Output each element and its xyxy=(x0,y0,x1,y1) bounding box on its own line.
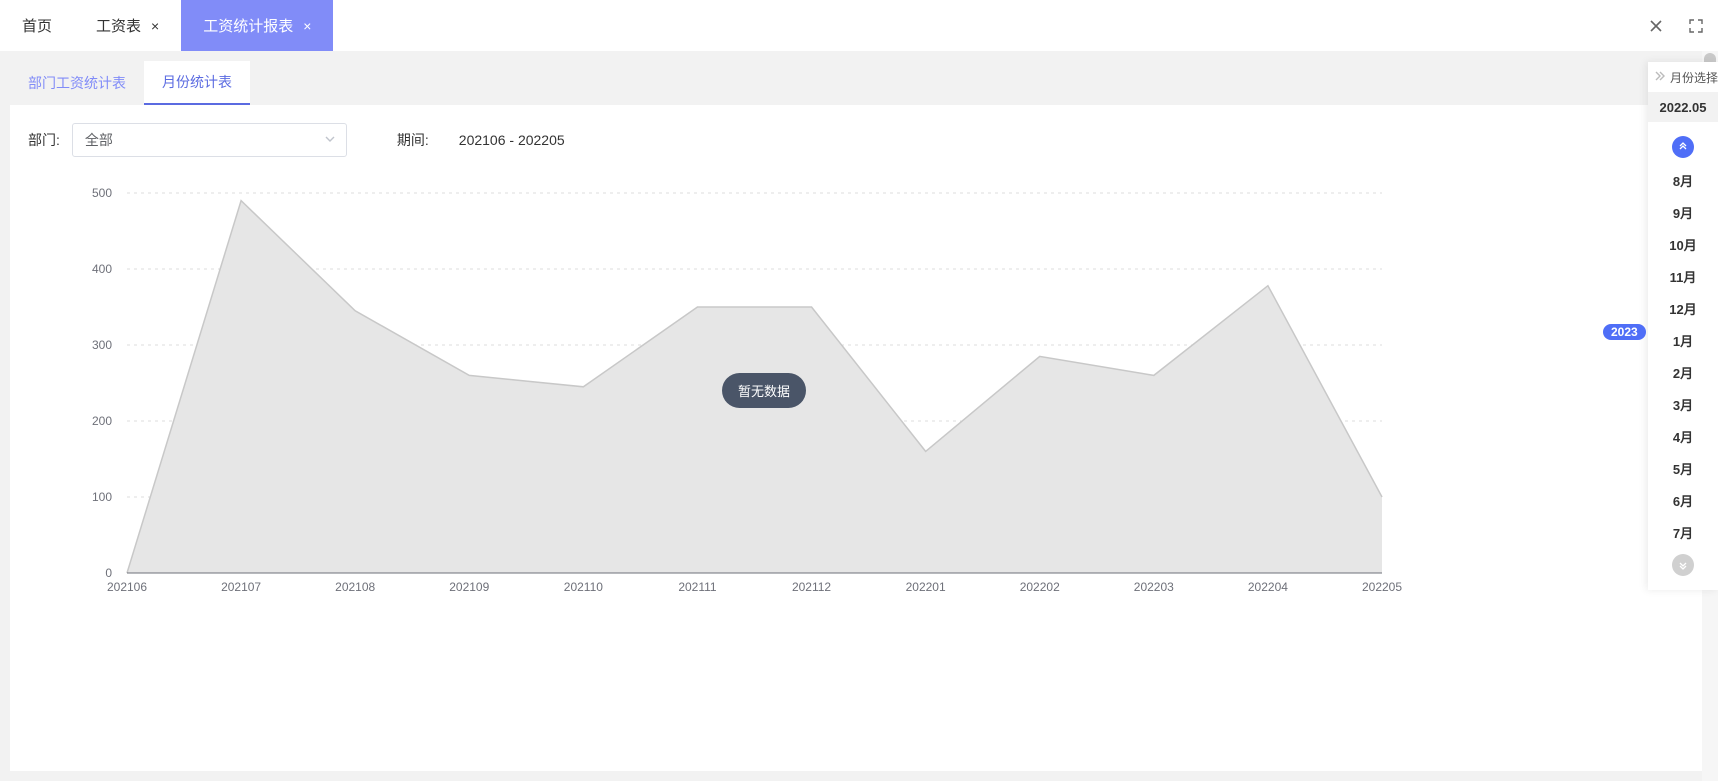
dept-filter-label: 部门: xyxy=(28,130,60,150)
tab-salary-stats[interactable]: 工资统计报表 × xyxy=(181,0,333,51)
top-right-actions xyxy=(1646,0,1706,51)
chevron-down-icon xyxy=(324,132,336,148)
monthly-area-chart: 0 100 200 300 400 500 202106 202107 202108 202109… xyxy=(22,173,1696,613)
svg-text:0: 0 xyxy=(105,566,112,580)
month-selector-panel: 月份选择 2022.05 8月9月10月11月12月20231月2月3月4月5月… xyxy=(1648,62,1718,590)
month-item[interactable]: 9月 xyxy=(1648,196,1718,228)
svg-text:202204: 202204 xyxy=(1248,580,1288,594)
tab-salary[interactable]: 工资表 × xyxy=(74,0,181,51)
sub-tab-label: 月份统计表 xyxy=(162,72,232,92)
tab-home[interactable]: 首页 xyxy=(0,0,74,51)
close-page-icon[interactable] xyxy=(1646,16,1666,36)
period-label: 期间: xyxy=(397,130,429,150)
svg-text:202107: 202107 xyxy=(221,580,261,594)
sub-tab-month-stats[interactable]: 月份统计表 xyxy=(144,61,250,105)
svg-text:300: 300 xyxy=(92,338,112,352)
month-panel-title: 月份选择 xyxy=(1670,69,1718,86)
month-item[interactable]: 1月 xyxy=(1648,324,1718,356)
svg-text:202112: 202112 xyxy=(792,580,831,594)
scroll-down-button[interactable] xyxy=(1672,554,1694,576)
svg-text:202203: 202203 xyxy=(1134,580,1174,594)
svg-text:202205: 202205 xyxy=(1362,580,1402,594)
svg-text:202110: 202110 xyxy=(564,580,603,594)
close-icon[interactable]: × xyxy=(151,18,159,34)
collapse-icon xyxy=(1652,69,1666,86)
sub-tab-label: 部门工资统计表 xyxy=(28,73,126,93)
svg-text:202106: 202106 xyxy=(107,580,147,594)
month-scroll-list: 8月9月10月11月12月20231月2月3月4月5月6月7月 xyxy=(1648,122,1718,590)
month-item[interactable]: 10月 xyxy=(1648,228,1718,260)
sub-tab-dept-stats[interactable]: 部门工资统计表 xyxy=(10,61,144,105)
svg-text:202111: 202111 xyxy=(678,580,717,594)
month-item[interactable]: 3月 xyxy=(1648,388,1718,420)
content-card: 部门: 全部 期间: 202106 - 202205 0 100 200 300 400… xyxy=(10,105,1708,771)
close-icon[interactable]: × xyxy=(303,18,311,34)
month-item[interactable]: 6月 xyxy=(1648,484,1718,516)
top-tab-bar: 首页 工资表 × 工资统计报表 × xyxy=(0,0,1718,51)
scroll-up-button[interactable] xyxy=(1672,136,1694,158)
filter-row: 部门: 全部 期间: 202106 - 202205 xyxy=(22,123,1696,173)
month-panel-header[interactable]: 月份选择 xyxy=(1648,62,1718,92)
month-selected-value: 2022.05 xyxy=(1660,100,1707,115)
month-item[interactable]: 5月 xyxy=(1648,452,1718,484)
page-body: 部门工资统计表 月份统计表 刷新 部门: 全部 期间: 202106 - 202… xyxy=(0,51,1718,781)
month-item[interactable]: 4月 xyxy=(1648,420,1718,452)
month-item[interactable]: 7月 xyxy=(1648,516,1718,548)
svg-text:202109: 202109 xyxy=(449,580,489,594)
month-selected-display: 2022.05 xyxy=(1648,92,1718,122)
month-item[interactable]: 2月 xyxy=(1648,356,1718,388)
svg-text:100: 100 xyxy=(92,490,112,504)
tab-label: 首页 xyxy=(22,15,52,36)
svg-text:200: 200 xyxy=(92,414,112,428)
sub-tab-bar: 部门工资统计表 月份统计表 刷新 xyxy=(10,61,1708,105)
month-item[interactable]: 11月 xyxy=(1648,260,1718,292)
fullscreen-icon[interactable] xyxy=(1686,16,1706,36)
dept-select[interactable]: 全部 xyxy=(72,123,347,157)
dept-select-value: 全部 xyxy=(85,130,113,150)
tab-label: 工资表 xyxy=(96,15,141,36)
month-item[interactable]: 12月 xyxy=(1648,292,1718,324)
period-value: 202106 - 202205 xyxy=(459,132,565,148)
svg-text:500: 500 xyxy=(92,186,112,200)
svg-text:202202: 202202 xyxy=(1020,580,1060,594)
tab-label: 工资统计报表 xyxy=(203,15,293,36)
svg-text:400: 400 xyxy=(92,262,112,276)
month-item[interactable]: 8月 xyxy=(1648,164,1718,196)
year-badge: 2023 xyxy=(1603,324,1646,340)
svg-text:202201: 202201 xyxy=(906,580,946,594)
svg-text:202108: 202108 xyxy=(335,580,375,594)
